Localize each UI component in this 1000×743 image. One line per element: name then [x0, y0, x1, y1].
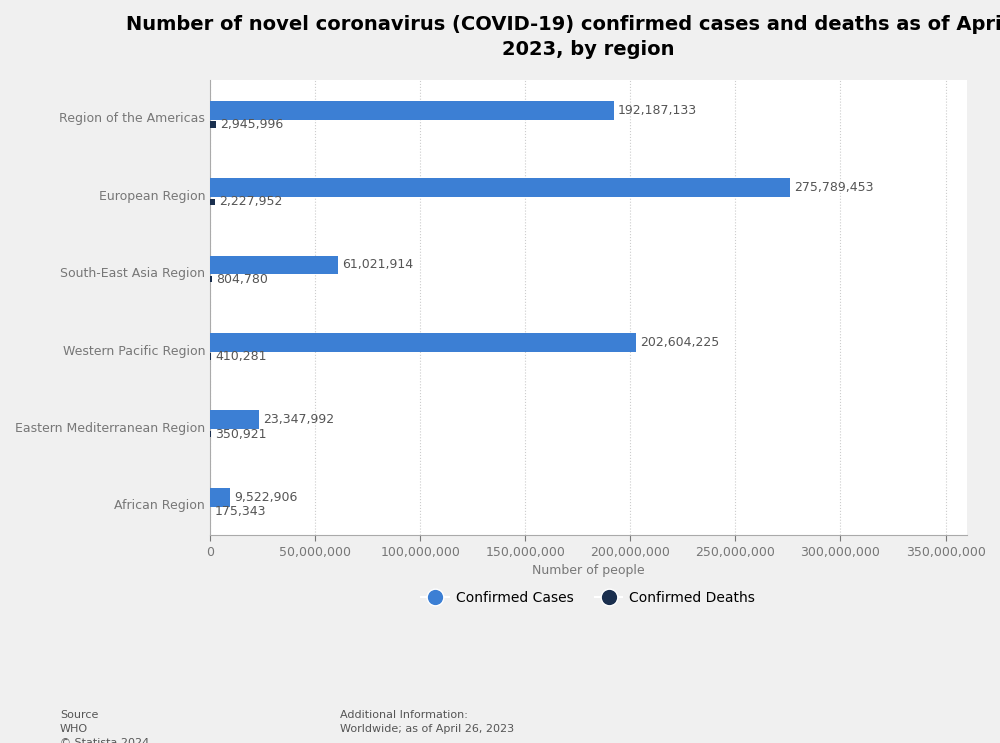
Text: 350,921: 350,921: [215, 427, 266, 441]
Text: 192,187,133: 192,187,133: [618, 104, 697, 117]
Text: 804,780: 804,780: [216, 273, 268, 286]
Bar: [210, 121, 216, 128]
Title: Number of novel coronavirus (COVID-19) confirmed cases and deaths as of April 26: Number of novel coronavirus (COVID-19) c…: [126, 15, 1000, 59]
X-axis label: Number of people: Number of people: [532, 565, 645, 577]
Text: 410,281: 410,281: [215, 350, 267, 363]
Text: 61,021,914: 61,021,914: [342, 259, 414, 271]
Legend: Confirmed Cases, Confirmed Deaths: Confirmed Cases, Confirmed Deaths: [416, 585, 761, 611]
Bar: [210, 256, 338, 274]
Text: 23,347,992: 23,347,992: [263, 413, 334, 426]
Text: 2,945,996: 2,945,996: [220, 118, 284, 131]
Text: Source
WHO
© Statista 2024: Source WHO © Statista 2024: [60, 710, 149, 743]
Text: Additional Information:
Worldwide; as of April 26, 2023: Additional Information: Worldwide; as of…: [340, 710, 514, 733]
Bar: [210, 198, 215, 205]
Bar: [210, 101, 614, 120]
Text: 275,789,453: 275,789,453: [794, 181, 873, 194]
Bar: [210, 410, 259, 429]
Text: 9,522,906: 9,522,906: [234, 490, 298, 504]
Bar: [210, 333, 636, 352]
Bar: [210, 178, 790, 197]
Bar: [210, 487, 230, 507]
Bar: [210, 276, 212, 282]
Text: 202,604,225: 202,604,225: [640, 336, 719, 349]
Text: 2,227,952: 2,227,952: [219, 195, 282, 208]
Text: 175,343: 175,343: [215, 505, 266, 518]
